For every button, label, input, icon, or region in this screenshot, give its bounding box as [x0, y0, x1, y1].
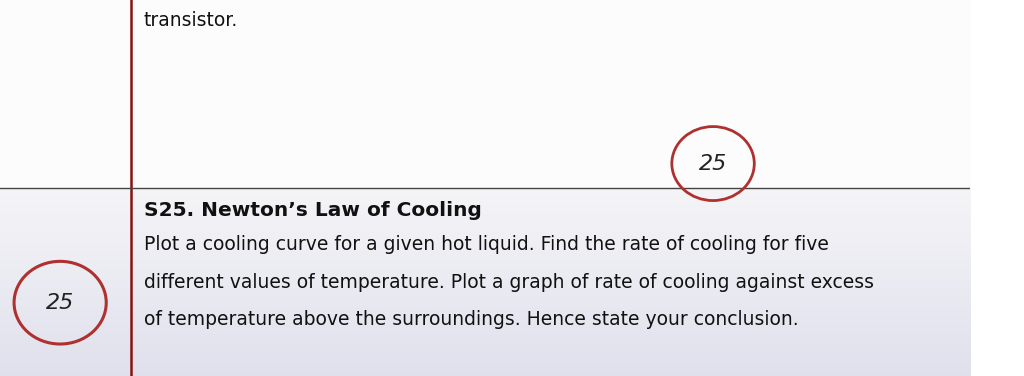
Text: of temperature above the surroundings. Hence state your conclusion.: of temperature above the surroundings. H… — [143, 310, 798, 329]
Text: transistor.: transistor. — [143, 11, 238, 30]
Text: different values of temperature. Plot a graph of rate of cooling against excess: different values of temperature. Plot a … — [143, 273, 873, 292]
Text: 25: 25 — [46, 293, 75, 313]
Text: 25: 25 — [699, 153, 727, 174]
Text: S25. Newton’s Law of Cooling: S25. Newton’s Law of Cooling — [143, 201, 481, 220]
Text: Plot a cooling curve for a given hot liquid. Find the rate of cooling for five: Plot a cooling curve for a given hot liq… — [143, 235, 828, 254]
